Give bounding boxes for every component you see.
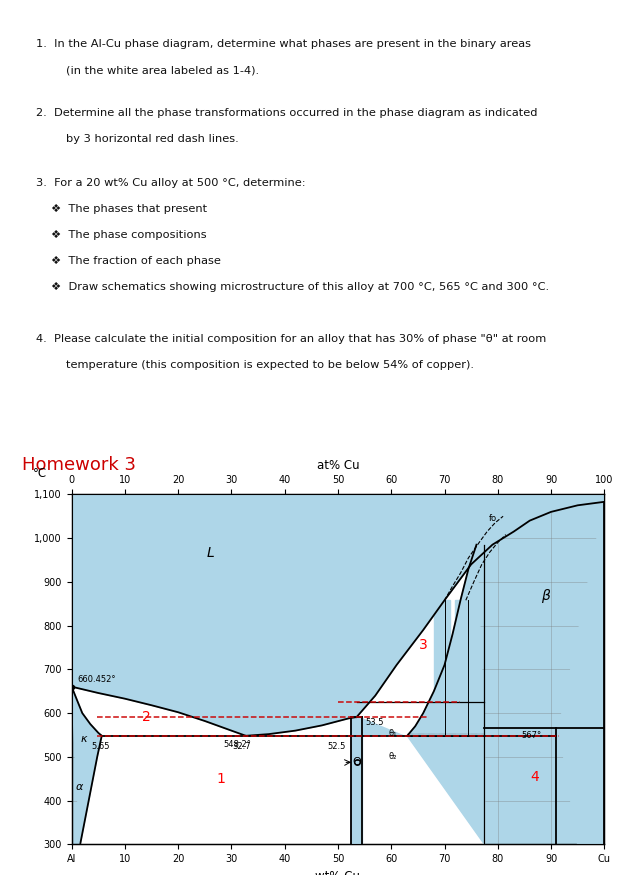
Text: 1: 1 (216, 772, 226, 786)
Text: temperature (this composition is expected to be below 54% of copper).: temperature (this composition is expecte… (66, 360, 474, 369)
Polygon shape (362, 736, 485, 844)
Text: ❖  The fraction of each phase: ❖ The fraction of each phase (51, 255, 221, 266)
Text: 660.452°: 660.452° (77, 676, 115, 684)
Text: 3.  For a 20 wt% Cu alloy at 500 °C, determine:: 3. For a 20 wt% Cu alloy at 500 °C, dete… (36, 178, 306, 187)
Text: 548.2°: 548.2° (224, 740, 251, 749)
Text: θ₂: θ₂ (388, 752, 397, 761)
Text: 4: 4 (531, 770, 540, 784)
Text: ❖  Draw schematics showing microstructure of this alloy at 700 °C, 565 °C and 30: ❖ Draw schematics showing microstructure… (51, 282, 549, 291)
Text: Θ: Θ (352, 757, 361, 767)
Text: 2: 2 (142, 710, 151, 724)
Text: θ₁: θ₁ (388, 729, 397, 738)
Polygon shape (455, 600, 471, 736)
Polygon shape (559, 501, 604, 844)
Text: 52.5: 52.5 (328, 742, 346, 751)
Text: ❖  The phases that present: ❖ The phases that present (51, 204, 207, 213)
Polygon shape (246, 717, 362, 844)
Text: L: L (206, 546, 214, 560)
Polygon shape (351, 717, 362, 844)
Text: 53.5: 53.5 (366, 718, 384, 727)
Text: Homework 3: Homework 3 (22, 456, 136, 473)
Text: κ: κ (80, 734, 87, 745)
Text: 567°: 567° (521, 731, 542, 739)
Polygon shape (407, 544, 485, 844)
FancyBboxPatch shape (1, 0, 622, 451)
Text: 1.  In the Al-Cu phase diagram, determine what phases are present in the binary : 1. In the Al-Cu phase diagram, determine… (36, 39, 531, 49)
X-axis label: at% Cu: at% Cu (316, 459, 359, 472)
Polygon shape (72, 494, 604, 736)
Y-axis label: °C: °C (32, 467, 47, 480)
Polygon shape (80, 736, 351, 844)
X-axis label: wt% Cu: wt% Cu (315, 870, 361, 875)
Polygon shape (434, 600, 450, 736)
Text: 32.7: 32.7 (233, 742, 252, 751)
Text: α: α (76, 782, 83, 793)
Polygon shape (72, 687, 246, 736)
Text: β: β (541, 589, 550, 603)
Text: fo: fo (488, 514, 497, 523)
Text: by 3 horizontal red dash lines.: by 3 horizontal red dash lines. (66, 135, 239, 144)
Polygon shape (356, 544, 492, 736)
Polygon shape (72, 687, 102, 844)
Text: ❖  The phase compositions: ❖ The phase compositions (51, 229, 207, 240)
Text: 4.  Please calculate the initial composition for an alloy that has 30% of phase : 4. Please calculate the initial composit… (36, 333, 546, 344)
Text: 5.65: 5.65 (92, 742, 110, 751)
Text: 3: 3 (419, 638, 427, 652)
Text: (in the white area labeled as 1-4).: (in the white area labeled as 1-4). (66, 65, 259, 75)
Text: 2.  Determine all the phase transformations occurred in the phase diagram as ind: 2. Determine all the phase transformatio… (36, 108, 538, 118)
